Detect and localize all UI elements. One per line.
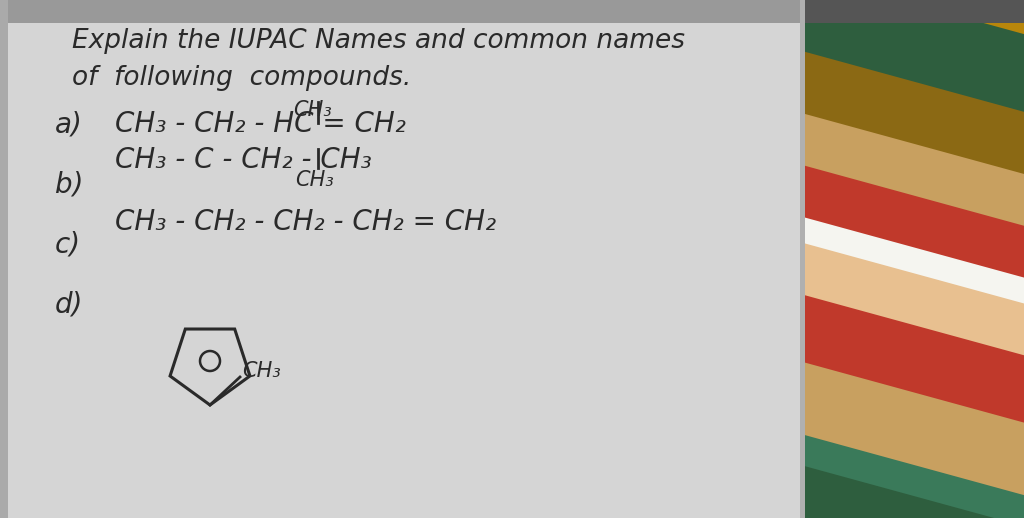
Text: a): a) <box>55 110 83 138</box>
Polygon shape <box>805 207 1024 304</box>
Text: Explain the IUPAC Names and common names: Explain the IUPAC Names and common names <box>72 28 685 54</box>
Text: CH₃ - CH₂ - CH₂ - CH₂ = CH₂: CH₃ - CH₂ - CH₂ - CH₂ = CH₂ <box>115 208 496 236</box>
Text: CH₃: CH₃ <box>242 361 281 381</box>
Polygon shape <box>0 0 800 23</box>
Text: CH₃: CH₃ <box>293 100 332 120</box>
Polygon shape <box>805 0 1024 112</box>
Polygon shape <box>800 0 805 518</box>
Polygon shape <box>805 352 1024 495</box>
Polygon shape <box>805 104 1024 226</box>
Polygon shape <box>805 233 1024 355</box>
Polygon shape <box>805 41 1024 174</box>
Text: CH₃ - C - CH₂ - CH₃: CH₃ - C - CH₂ - CH₃ <box>115 146 372 174</box>
Polygon shape <box>805 456 1024 518</box>
Polygon shape <box>805 0 1024 518</box>
Text: of  following  compounds.: of following compounds. <box>72 65 412 91</box>
Text: d): d) <box>55 290 84 318</box>
Polygon shape <box>0 0 8 518</box>
Polygon shape <box>805 155 1024 278</box>
Text: CH₃ - CH₂ - HC = CH₂: CH₃ - CH₂ - HC = CH₂ <box>115 110 406 138</box>
Polygon shape <box>0 0 800 518</box>
Polygon shape <box>805 425 1024 518</box>
Text: CH₃: CH₃ <box>295 170 334 190</box>
Polygon shape <box>805 0 1024 23</box>
Polygon shape <box>805 285 1024 423</box>
Text: c): c) <box>55 230 81 258</box>
Text: b): b) <box>55 170 84 198</box>
